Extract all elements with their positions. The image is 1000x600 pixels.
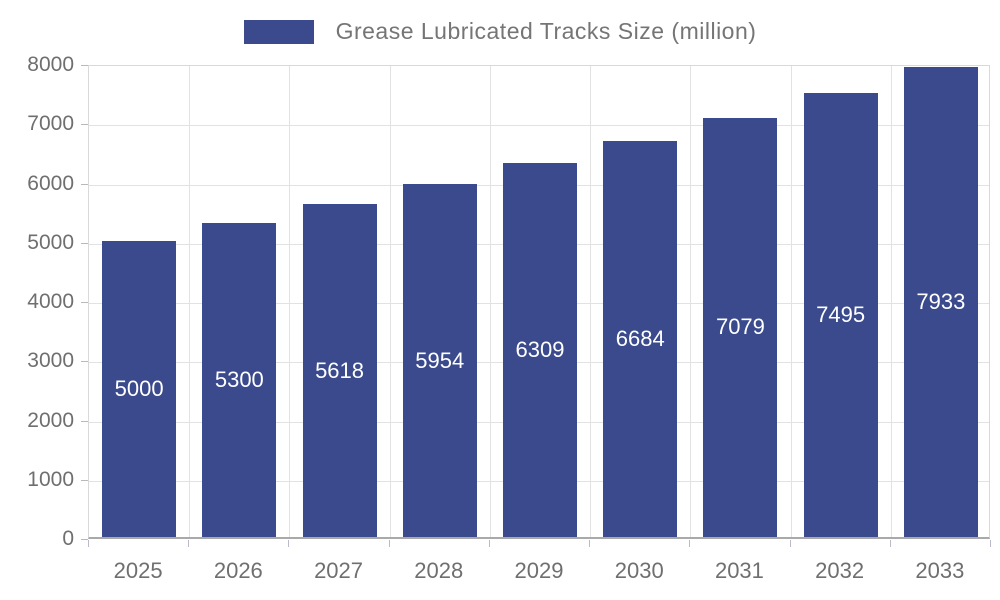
v-gridline (590, 66, 592, 537)
y-tick-label: 4000 (27, 290, 74, 313)
legend: Grease Lubricated Tracks Size (million) (0, 18, 1000, 45)
y-tick-label: 0 (62, 527, 74, 550)
bar-value-label: 5954 (415, 347, 465, 373)
x-tick-label: 2032 (815, 558, 865, 583)
bar-value-label: 6309 (515, 337, 565, 363)
legend-swatch (243, 19, 314, 44)
x-tick-label: 2030 (614, 558, 664, 583)
bar-value-label: 7079 (715, 314, 765, 340)
y-tick-mark (81, 361, 88, 363)
bar-value-label: 7495 (816, 301, 866, 327)
x-tick-label: 2031 (714, 558, 764, 583)
x-tick-mark (990, 540, 991, 547)
y-tick-mark (81, 124, 88, 126)
x-tick-mark (488, 540, 490, 547)
x-tick-mark (689, 540, 691, 547)
bar: 7495 (803, 92, 878, 537)
y-tick-mark (81, 242, 88, 244)
x-tick-label: 2029 (514, 558, 564, 583)
v-gridline (389, 66, 391, 537)
bar: 5954 (402, 184, 477, 537)
bar: 5000 (102, 240, 177, 537)
x-tick-mark (288, 540, 290, 547)
bar: 6309 (503, 163, 577, 537)
v-gridline (489, 66, 491, 537)
v-gridline (790, 66, 792, 537)
x-tick-label: 2027 (314, 558, 364, 583)
x-tick-label: 2026 (213, 558, 263, 583)
x-tick-mark (889, 540, 891, 547)
bar: 7933 (903, 66, 978, 537)
v-gridline (890, 66, 892, 537)
y-tick-label: 1000 (27, 467, 74, 491)
bar: 6684 (603, 140, 678, 537)
legend-label: Grease Lubricated Tracks Size (million) (335, 18, 757, 44)
bar: 5300 (202, 222, 277, 537)
v-gridline (690, 66, 692, 537)
bar: 7079 (703, 117, 778, 537)
x-tick-label: 2028 (414, 558, 464, 583)
x-tick-mark (388, 540, 390, 547)
y-tick-label: 8000 (27, 53, 74, 76)
bar: 5618 (302, 204, 377, 537)
x-tick-mark (88, 540, 89, 547)
x-tick-mark (589, 540, 591, 547)
bar-value-label: 5300 (214, 366, 264, 392)
y-tick-label: 5000 (27, 230, 74, 254)
bar-value-label: 6684 (615, 325, 665, 351)
v-gridline (289, 66, 291, 537)
plot-area: 5000 5300 5618 5954 6309 6684 7079 7495 7933 (88, 65, 990, 539)
y-tick-mark (81, 183, 88, 185)
h-gridline (89, 125, 989, 127)
y-tick-label: 2000 (27, 408, 74, 432)
y-tick-mark (81, 302, 88, 303)
x-tick-label: 2025 (113, 558, 163, 583)
y-tick-mark (81, 65, 88, 66)
bar-value-label: 5618 (315, 357, 365, 383)
y-tick-mark (81, 420, 88, 422)
y-tick-label: 7000 (27, 112, 74, 136)
y-tick-mark (81, 479, 88, 481)
y-tick-label: 6000 (27, 171, 74, 195)
y-tick-label: 3000 (27, 349, 74, 373)
v-gridline (189, 66, 191, 537)
x-tick-label: 2033 (915, 558, 965, 583)
bar-value-label: 7933 (916, 288, 966, 314)
bar-value-label: 5000 (114, 375, 164, 401)
x-tick-mark (789, 540, 791, 547)
x-tick-mark (188, 540, 190, 547)
y-tick-mark (81, 539, 88, 540)
